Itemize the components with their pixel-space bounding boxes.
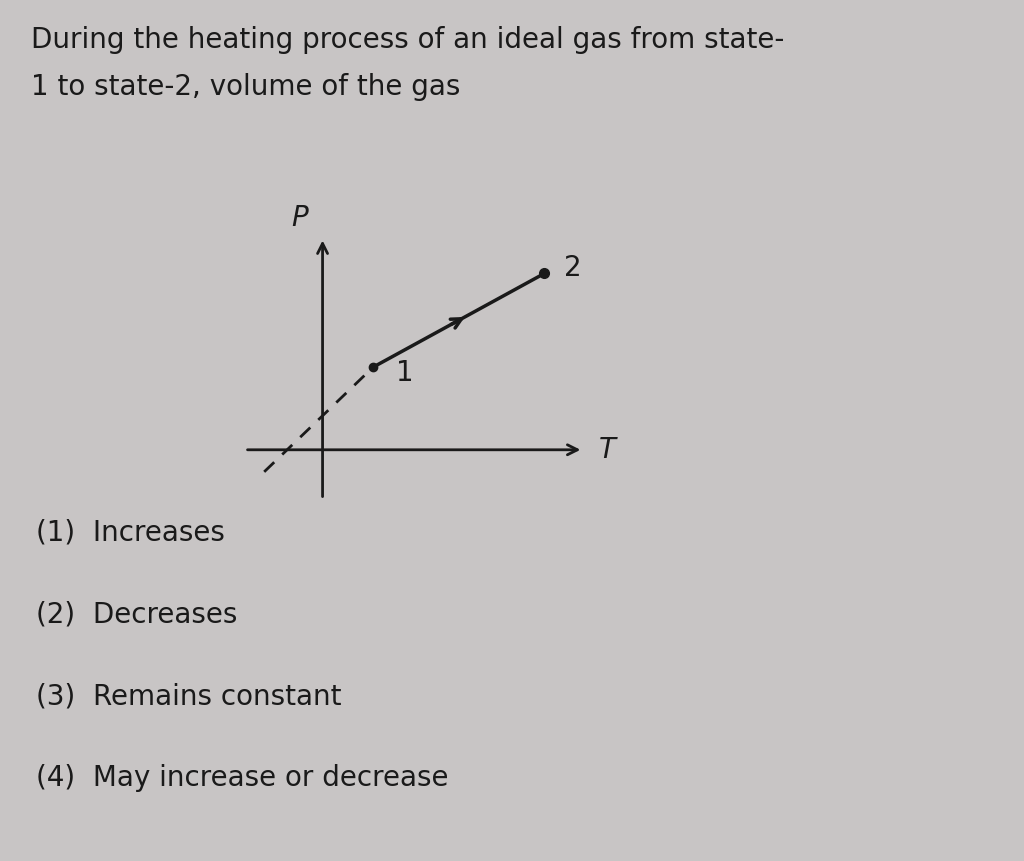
Text: (2)  Decreases: (2) Decreases — [36, 600, 238, 629]
Text: (3)  Remains constant: (3) Remains constant — [36, 682, 341, 710]
Text: (4)  May increase or decrease: (4) May increase or decrease — [36, 764, 449, 792]
Text: P: P — [291, 204, 307, 232]
Text: (1)  Increases: (1) Increases — [36, 518, 224, 547]
Text: T: T — [599, 436, 615, 464]
Text: During the heating process of an ideal gas from state-: During the heating process of an ideal g… — [31, 26, 784, 54]
Text: 1 to state-2, volume of the gas: 1 to state-2, volume of the gas — [31, 73, 460, 102]
Text: 1: 1 — [396, 359, 414, 387]
Text: 2: 2 — [564, 254, 582, 282]
